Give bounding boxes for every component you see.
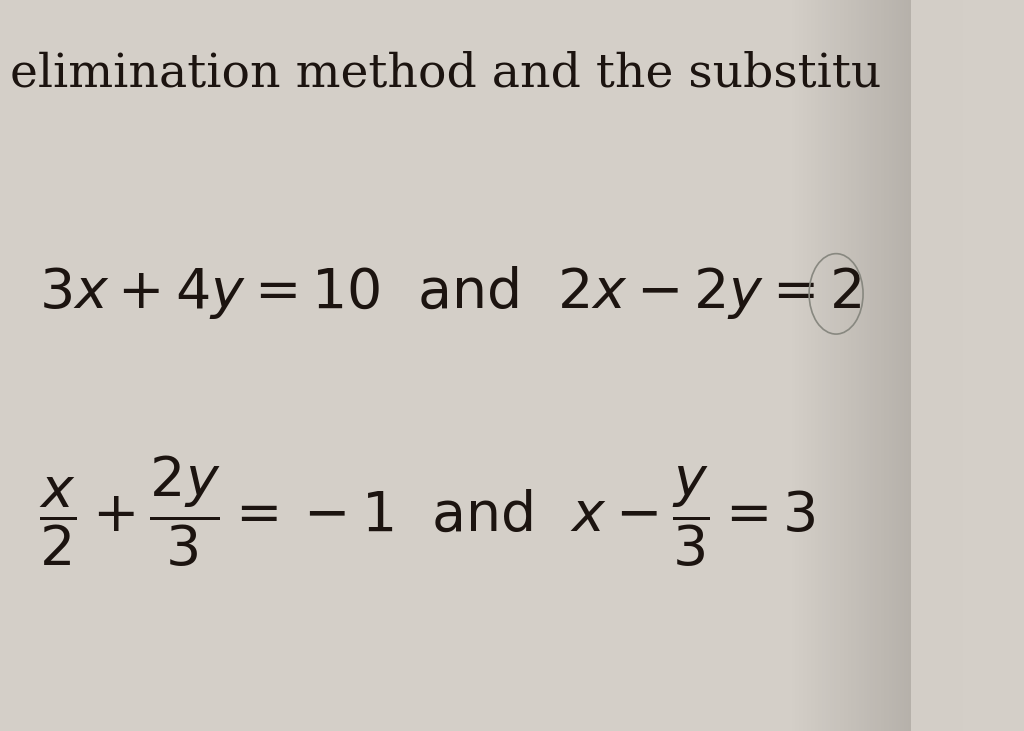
Text: elimination method and the substitu: elimination method and the substitu: [9, 51, 881, 96]
Text: $3x + 4y = 10$  and  $2x - 2y = 2$: $3x + 4y = 10$ and $2x - 2y = 2$: [39, 264, 861, 321]
Text: $\dfrac{x}{2} + \dfrac{2y}{3} = -1$  and  $x - \dfrac{y}{3} = 3$: $\dfrac{x}{2} + \dfrac{2y}{3} = -1$ and …: [39, 454, 815, 569]
